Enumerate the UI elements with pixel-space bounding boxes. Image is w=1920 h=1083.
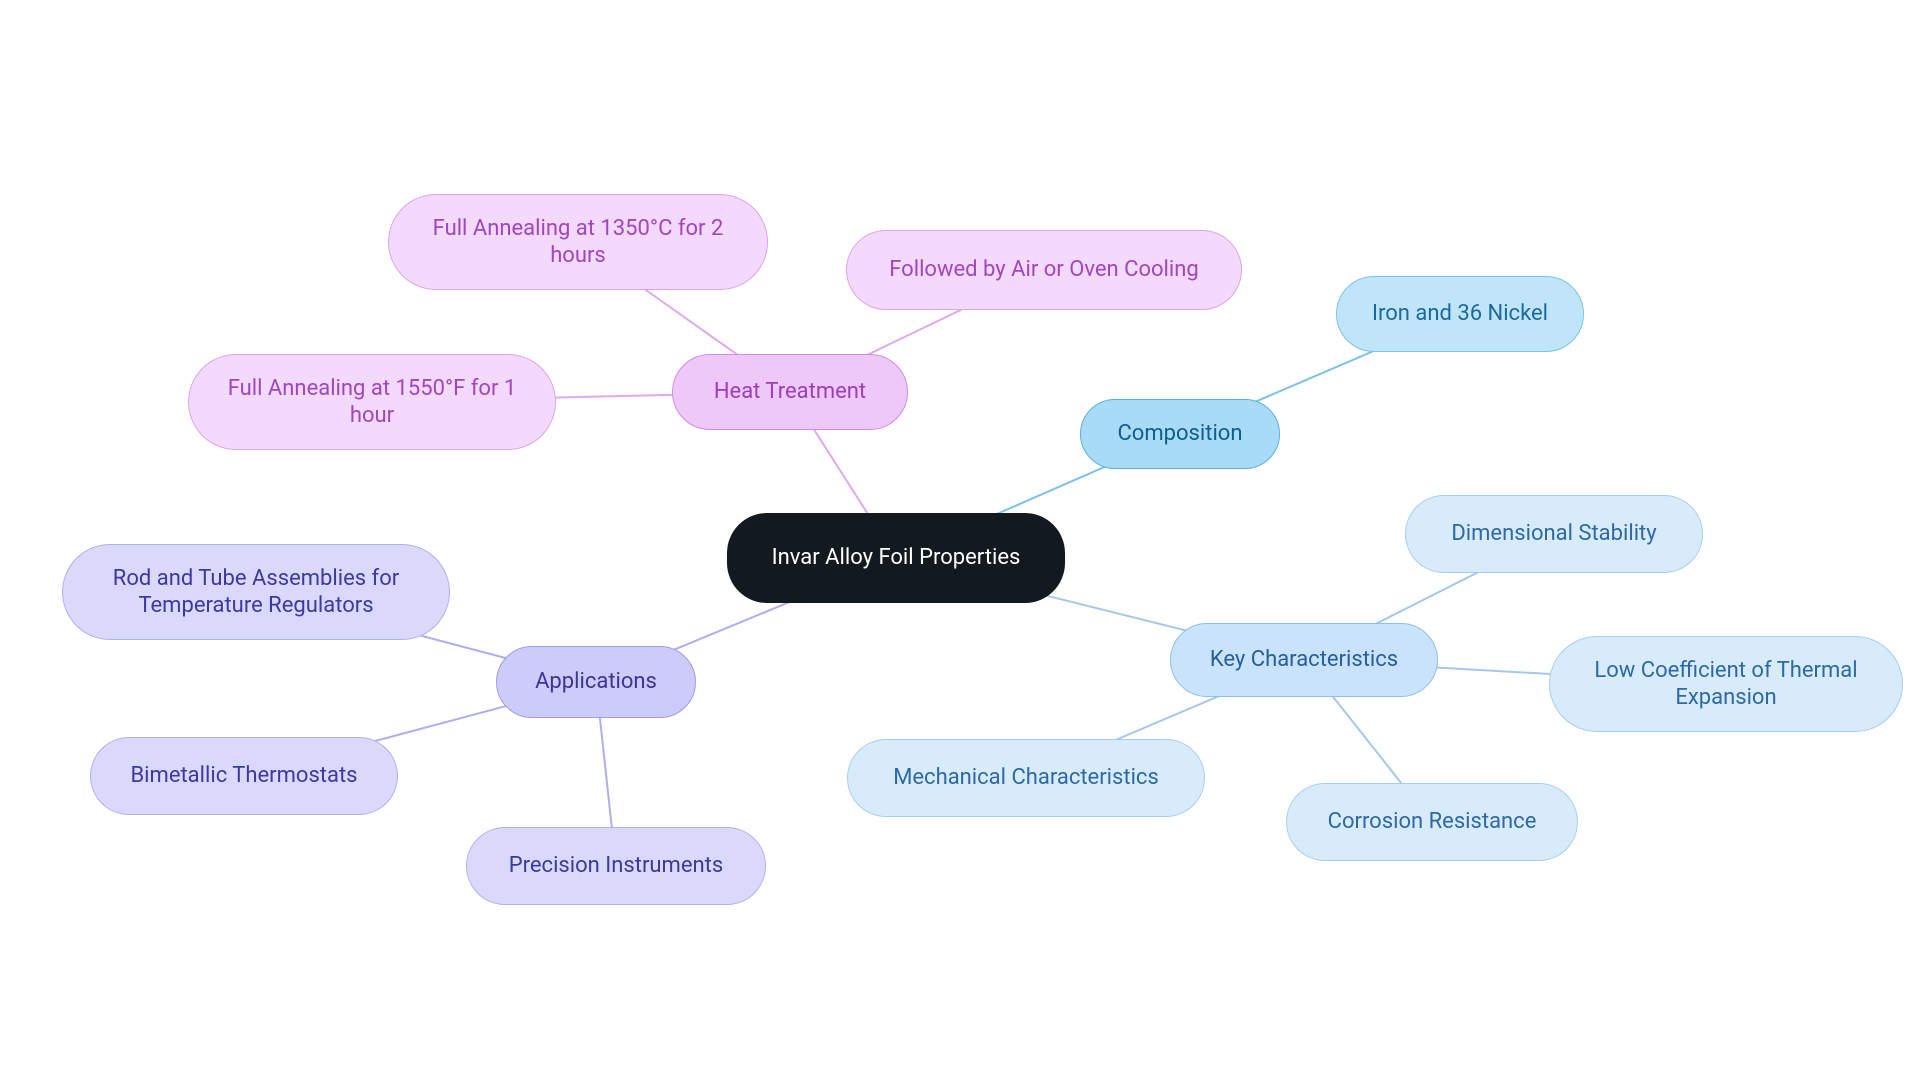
node-label: Composition: [1117, 420, 1242, 448]
node-label: Bimetallic Thermostats: [130, 762, 357, 790]
node-label: Followed by Air or Oven Cooling: [889, 256, 1199, 284]
node-key-4: Mechanical Characteristics: [847, 739, 1205, 817]
node-label: Rod and Tube Assemblies for Temperature …: [91, 565, 421, 620]
node-label: Corrosion Resistance: [1328, 808, 1537, 836]
node-app-3: Precision Instruments: [466, 827, 766, 905]
node-key: Key Characteristics: [1170, 623, 1438, 697]
node-label: Full Annealing at 1550°F for 1 hour: [217, 375, 527, 430]
node-app-1: Rod and Tube Assemblies for Temperature …: [62, 544, 450, 640]
node-heat: Heat Treatment: [672, 354, 908, 430]
node-label: Applications: [535, 668, 657, 696]
node-root: Invar Alloy Foil Properties: [727, 513, 1065, 603]
node-label: Full Annealing at 1350°C for 2 hours: [417, 215, 739, 270]
node-apps: Applications: [496, 646, 696, 718]
node-label: Precision Instruments: [509, 852, 723, 880]
node-label: Dimensional Stability: [1451, 520, 1656, 548]
node-heat-3: Full Annealing at 1550°F for 1 hour: [188, 354, 556, 450]
node-label: Key Characteristics: [1210, 646, 1398, 674]
node-label: Iron and 36 Nickel: [1372, 300, 1548, 328]
node-label: Mechanical Characteristics: [893, 764, 1159, 792]
node-label: Invar Alloy Foil Properties: [772, 544, 1021, 572]
node-heat-2: Followed by Air or Oven Cooling: [846, 230, 1242, 310]
node-key-3: Corrosion Resistance: [1286, 783, 1578, 861]
node-label: Low Coefficient of Thermal Expansion: [1578, 657, 1874, 712]
node-key-2: Low Coefficient of Thermal Expansion: [1549, 636, 1903, 732]
node-label: Heat Treatment: [714, 378, 866, 406]
node-comp-1: Iron and 36 Nickel: [1336, 276, 1584, 352]
node-app-2: Bimetallic Thermostats: [90, 737, 398, 815]
node-key-1: Dimensional Stability: [1405, 495, 1703, 573]
node-composition: Composition: [1080, 399, 1280, 469]
node-heat-1: Full Annealing at 1350°C for 2 hours: [388, 194, 768, 290]
